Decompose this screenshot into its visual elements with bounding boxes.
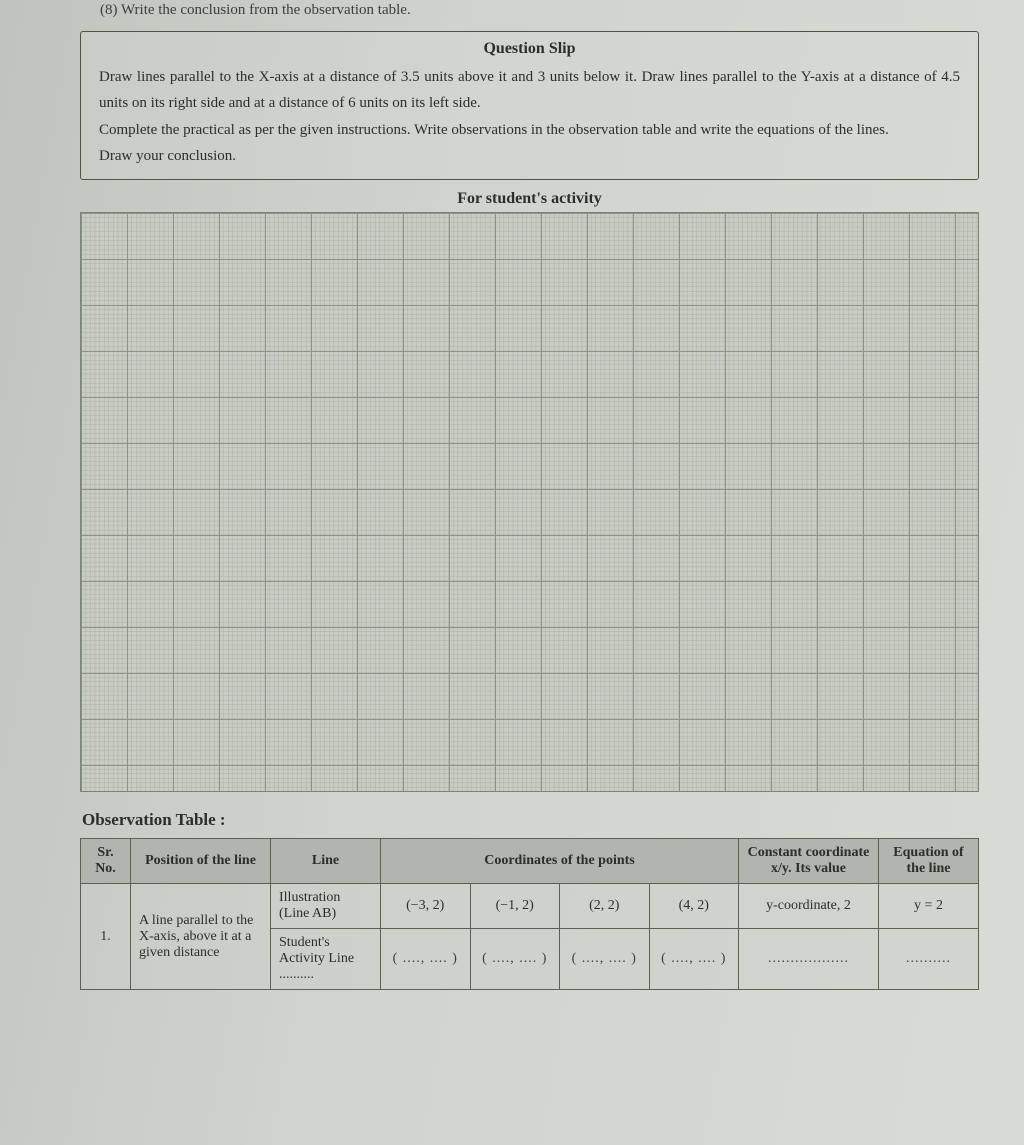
cell-blank: .......... [879, 929, 979, 990]
col-position: Position of the line [131, 839, 271, 884]
col-line: Line [271, 839, 381, 884]
cell-constant: y-coordinate, 2 [739, 884, 879, 929]
cell-blank: .................. [739, 929, 879, 990]
question-slip-box: Question Slip Draw lines parallel to the… [80, 31, 979, 180]
top-instruction: (8) Write the conclusion from the observ… [80, 0, 979, 19]
table-header: Sr. No. Position of the line Line Coordi… [81, 839, 979, 884]
graph-paper-area [80, 212, 979, 792]
cell-sr: 1. [81, 884, 131, 990]
cell-coord: (−1, 2) [470, 884, 560, 929]
slip-line3: Draw your conclusion. [99, 148, 236, 164]
slip-line2: Complete the practical as per the given … [99, 122, 889, 138]
observation-table-title: Observation Table : [82, 810, 979, 830]
slip-line1: Draw lines parallel to the X-axis at a d… [99, 69, 960, 111]
col-sr: Sr. No. [81, 839, 131, 884]
col-constant: Constant coordinate x/y. Its value [739, 839, 879, 884]
cell-coord: (−3, 2) [381, 884, 471, 929]
cell-blank: ( ...., .... ) [560, 929, 650, 990]
cell-coord: (2, 2) [560, 884, 650, 929]
col-coords: Coordinates of the points [381, 839, 739, 884]
slip-body: Draw lines parallel to the X-axis at a d… [99, 64, 960, 169]
worksheet-page: (8) Write the conclusion from the observ… [0, 0, 1024, 1145]
cell-blank: ( ...., .... ) [381, 929, 471, 990]
activity-title: For student's activity [80, 190, 979, 208]
cell-position: A line parallel to the X-axis, above it … [131, 884, 271, 990]
cell-blank: ( ...., .... ) [649, 929, 739, 990]
col-equation: Equation of the line [879, 839, 979, 884]
cell-blank: ( ...., .... ) [470, 929, 560, 990]
cell-illustration-label: Illustration (Line AB) [271, 884, 381, 929]
observation-table: Sr. No. Position of the line Line Coordi… [80, 838, 979, 990]
cell-student-label: Student's Activity Line .......... [271, 929, 381, 990]
cell-equation: y = 2 [879, 884, 979, 929]
table-row: 1. A line parallel to the X-axis, above … [81, 884, 979, 929]
slip-title: Question Slip [99, 40, 960, 58]
cell-coord: (4, 2) [649, 884, 739, 929]
